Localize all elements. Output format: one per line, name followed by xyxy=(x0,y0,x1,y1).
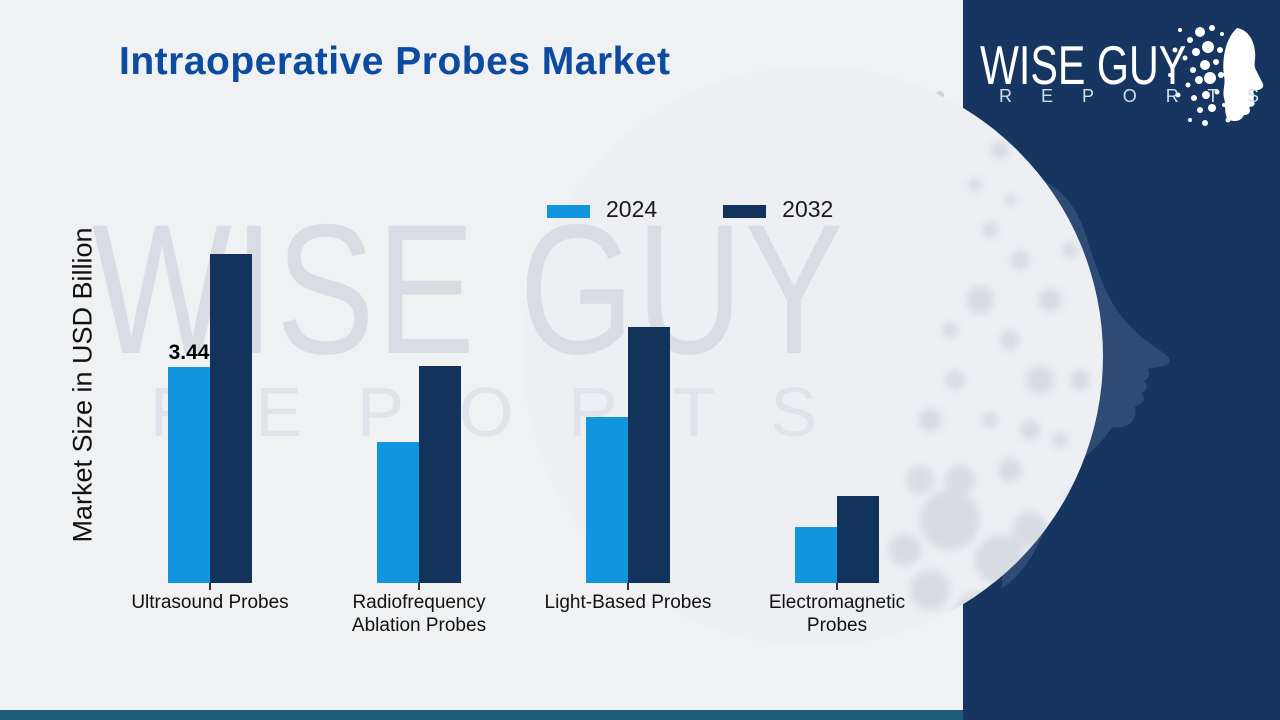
bar-2032-radiofrequency-ablation-probes xyxy=(419,366,461,583)
bar-2024-radiofrequency-ablation-probes xyxy=(377,442,419,583)
bar-2032-light-based-probes xyxy=(628,327,670,583)
logo-face-icon xyxy=(1223,28,1264,122)
axis-tick xyxy=(209,583,211,590)
legend-label: 2032 xyxy=(782,196,834,222)
circle-texture-blobs xyxy=(889,141,1100,646)
category-label: Light-Based Probes xyxy=(544,592,712,613)
logo-wordmark: WISE GUY xyxy=(980,34,1187,96)
bar-2024-ultrasound-probes xyxy=(168,367,210,583)
category-label: Radiofrequency Ablation Probes xyxy=(351,592,487,636)
bar-value-label: 3.44 xyxy=(168,341,210,364)
bar-2024-light-based-probes xyxy=(586,417,628,583)
page-title: Intraoperative Probes Market xyxy=(119,40,671,83)
category-label: Ultrasound Probes xyxy=(131,592,289,613)
category-label: Electromagnetic Probes xyxy=(768,592,906,636)
bar-2032-electromagnetic-probes xyxy=(837,496,879,583)
axis-tick xyxy=(836,583,838,590)
bottom-accent-bar xyxy=(0,710,963,720)
axis-tick xyxy=(418,583,420,590)
legend-swatch-2024 xyxy=(547,204,590,218)
bar-2024-electromagnetic-probes xyxy=(795,527,837,583)
watermark-text-line2: REPORTS xyxy=(150,373,873,451)
bar-2032-ultrasound-probes xyxy=(210,254,252,583)
chart-legend: 2024 2032 xyxy=(547,196,883,223)
y-axis-label: Market Size in USD Billion xyxy=(67,227,98,543)
legend-swatch-2032 xyxy=(723,204,767,218)
axis-tick xyxy=(627,583,629,590)
legend-label: 2024 xyxy=(606,196,658,222)
logo-subtitle: R E P O R T S xyxy=(999,86,1272,106)
